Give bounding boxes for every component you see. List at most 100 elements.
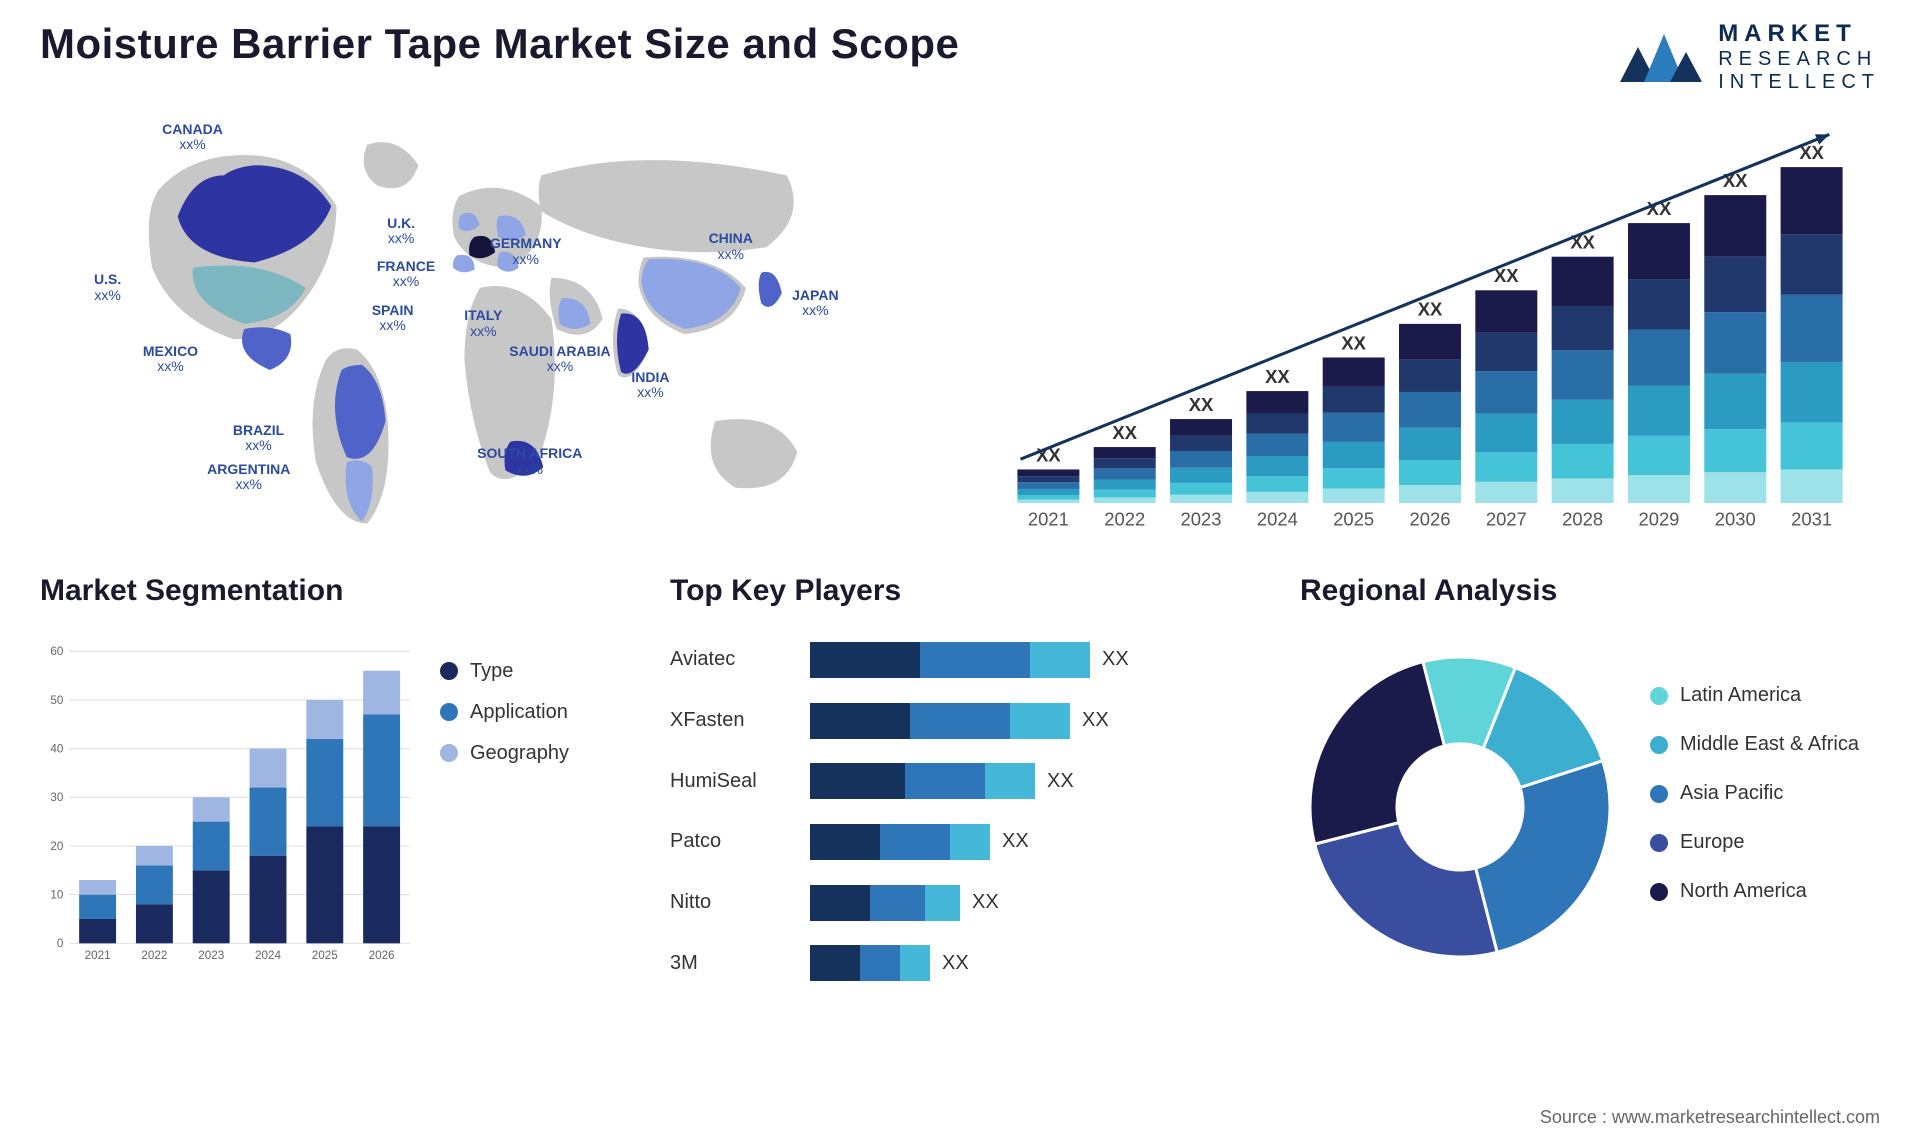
legend-label: Middle East & Africa <box>1680 733 1859 756</box>
player-bar-segment <box>920 642 1030 678</box>
player-bar-row: XX <box>810 698 1250 744</box>
legend-dot-icon <box>1650 687 1668 705</box>
logo-mark-icon <box>1616 22 1706 92</box>
player-bar-row: XX <box>810 940 1250 986</box>
player-value: XX <box>1082 709 1109 732</box>
player-bar-row: XX <box>810 880 1250 926</box>
source-attribution: Source : www.marketresearchintellect.com <box>1540 1107 1880 1128</box>
player-value: XX <box>1002 830 1029 853</box>
svg-text:2026: 2026 <box>1410 508 1451 529</box>
map-label-brazil: BRAZILxx% <box>233 423 284 454</box>
player-label: HumiSeal <box>670 758 790 804</box>
player-bar-row: XX <box>810 637 1250 683</box>
player-bar-segment <box>985 763 1035 799</box>
svg-text:60: 60 <box>50 645 63 658</box>
player-bar-segment <box>925 885 960 921</box>
player-bar-segment <box>1030 642 1090 678</box>
players-panel: Top Key Players AviatecXFastenHumiSealPa… <box>670 574 1250 994</box>
svg-text:0: 0 <box>57 937 64 950</box>
map-label-japan: JAPANxx% <box>792 288 838 319</box>
growth-chart-panel: XX2021XX2022XX2023XX2024XX2025XX2026XX20… <box>980 114 1880 544</box>
player-value: XX <box>972 891 999 914</box>
regional-legend-item: Europe <box>1650 831 1880 854</box>
legend-dot-icon <box>440 662 458 680</box>
map-label-france: FRANCExx% <box>377 259 435 290</box>
regional-legend-item: North America <box>1650 880 1880 903</box>
regional-legend: Latin America Middle East & Africa Asia Pa… <box>1650 684 1880 929</box>
page-title: Moisture Barrier Tape Market Size and Sc… <box>40 20 959 68</box>
segmentation-title: Market Segmentation <box>40 574 620 608</box>
svg-text:XX: XX <box>1647 198 1672 219</box>
svg-text:2024: 2024 <box>1257 508 1298 529</box>
player-label: Patco <box>670 819 790 865</box>
segmentation-legend: Type Application Geography <box>440 620 620 994</box>
world-map-panel: CANADAxx% U.S.xx% MEXICOxx% BRAZILxx% ARGENT… <box>40 114 940 544</box>
svg-text:50: 50 <box>50 693 63 706</box>
player-bar-segment <box>810 824 880 860</box>
map-label-u-s-: U.S.xx% <box>94 272 121 303</box>
player-bar <box>810 824 990 860</box>
svg-text:XX: XX <box>1112 421 1137 442</box>
legend-dot-icon <box>1650 883 1668 901</box>
player-bar <box>810 945 930 981</box>
player-bar-segment <box>1010 703 1070 739</box>
player-bar <box>810 763 1035 799</box>
player-bar-segment <box>905 763 985 799</box>
player-bar-segment <box>910 703 1010 739</box>
svg-text:2021: 2021 <box>85 948 111 961</box>
regional-legend-item: Middle East & Africa <box>1650 733 1880 756</box>
map-label-italy: ITALYxx% <box>464 308 502 339</box>
map-label-spain: SPAINxx% <box>372 303 414 334</box>
segmentation-chart-svg: 0102030405060202120222023202420252026 <box>40 620 410 994</box>
svg-text:2021: 2021 <box>1028 508 1069 529</box>
svg-text:XX: XX <box>1341 332 1366 353</box>
player-label: Nitto <box>670 880 790 926</box>
legend-label: Type <box>470 660 513 683</box>
growth-chart-svg: XX2021XX2022XX2023XX2024XX2025XX2026XX20… <box>980 114 1880 544</box>
player-bar-row: XX <box>810 758 1250 804</box>
regional-donut-svg <box>1300 647 1620 967</box>
legend-label: Latin America <box>1680 684 1801 707</box>
regional-legend-item: Asia Pacific <box>1650 782 1880 805</box>
map-label-argentina: ARGENTINAxx% <box>207 462 290 493</box>
regional-panel: Regional Analysis Latin America Middle Ea… <box>1300 574 1880 994</box>
player-bar-segment <box>900 945 930 981</box>
map-label-germany: GERMANYxx% <box>490 236 562 267</box>
legend-label: Asia Pacific <box>1680 782 1783 805</box>
svg-text:2028: 2028 <box>1562 508 1603 529</box>
players-title: Top Key Players <box>670 574 1250 608</box>
svg-text:2022: 2022 <box>1104 508 1145 529</box>
player-value: XX <box>1102 648 1129 671</box>
map-label-india: INDIAxx% <box>631 370 669 401</box>
legend-dot-icon <box>1650 785 1668 803</box>
svg-text:2027: 2027 <box>1486 508 1527 529</box>
player-value: XX <box>942 952 969 975</box>
player-bar-segment <box>810 945 860 981</box>
segmentation-legend-item: Application <box>440 701 620 724</box>
player-bar-segment <box>810 763 905 799</box>
map-label-china: CHINAxx% <box>709 231 753 262</box>
player-label: 3M <box>670 940 790 986</box>
svg-text:2025: 2025 <box>1333 508 1374 529</box>
map-label-canada: CANADAxx% <box>162 122 223 153</box>
svg-text:XX: XX <box>1265 365 1290 386</box>
player-bar <box>810 642 1090 678</box>
players-labels: AviatecXFastenHumiSealPatcoNitto3M <box>670 630 790 994</box>
brand-logo: MARKET RESEARCH INTELLECT <box>1616 20 1880 94</box>
map-label-saudi-arabia: SAUDI ARABIAxx% <box>509 344 610 375</box>
map-label-mexico: MEXICOxx% <box>143 344 198 375</box>
logo-line2: RESEARCH <box>1718 48 1880 71</box>
svg-text:XX: XX <box>1189 393 1214 414</box>
player-bar-segment <box>860 945 900 981</box>
player-bar-segment <box>810 703 910 739</box>
segmentation-legend-item: Geography <box>440 742 620 765</box>
player-bar-segment <box>810 885 870 921</box>
svg-text:20: 20 <box>50 839 63 852</box>
player-bar-segment <box>950 824 990 860</box>
svg-text:30: 30 <box>50 791 63 804</box>
player-bar <box>810 885 960 921</box>
player-bar-segment <box>870 885 925 921</box>
svg-text:XX: XX <box>1418 298 1443 319</box>
regional-title: Regional Analysis <box>1300 574 1880 608</box>
svg-text:10: 10 <box>50 888 63 901</box>
